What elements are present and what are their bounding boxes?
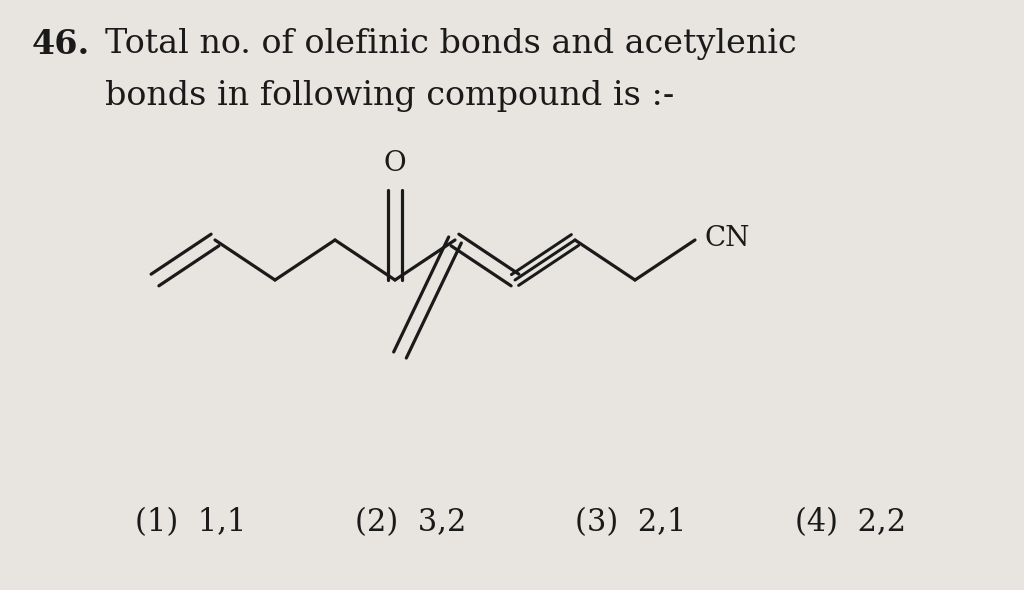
Text: (1)  1,1: (1) 1,1 xyxy=(135,507,247,538)
Text: (3)  2,1: (3) 2,1 xyxy=(575,507,686,538)
Text: bonds in following compound is :-: bonds in following compound is :- xyxy=(105,80,674,112)
Text: O: O xyxy=(384,150,407,177)
Text: 46.: 46. xyxy=(32,28,90,61)
Text: CN: CN xyxy=(705,225,751,251)
Text: (4)  2,2: (4) 2,2 xyxy=(795,507,906,538)
Text: Total no. of olefinic bonds and acetylenic: Total no. of olefinic bonds and acetylen… xyxy=(105,28,797,60)
Text: (2)  3,2: (2) 3,2 xyxy=(355,507,466,538)
